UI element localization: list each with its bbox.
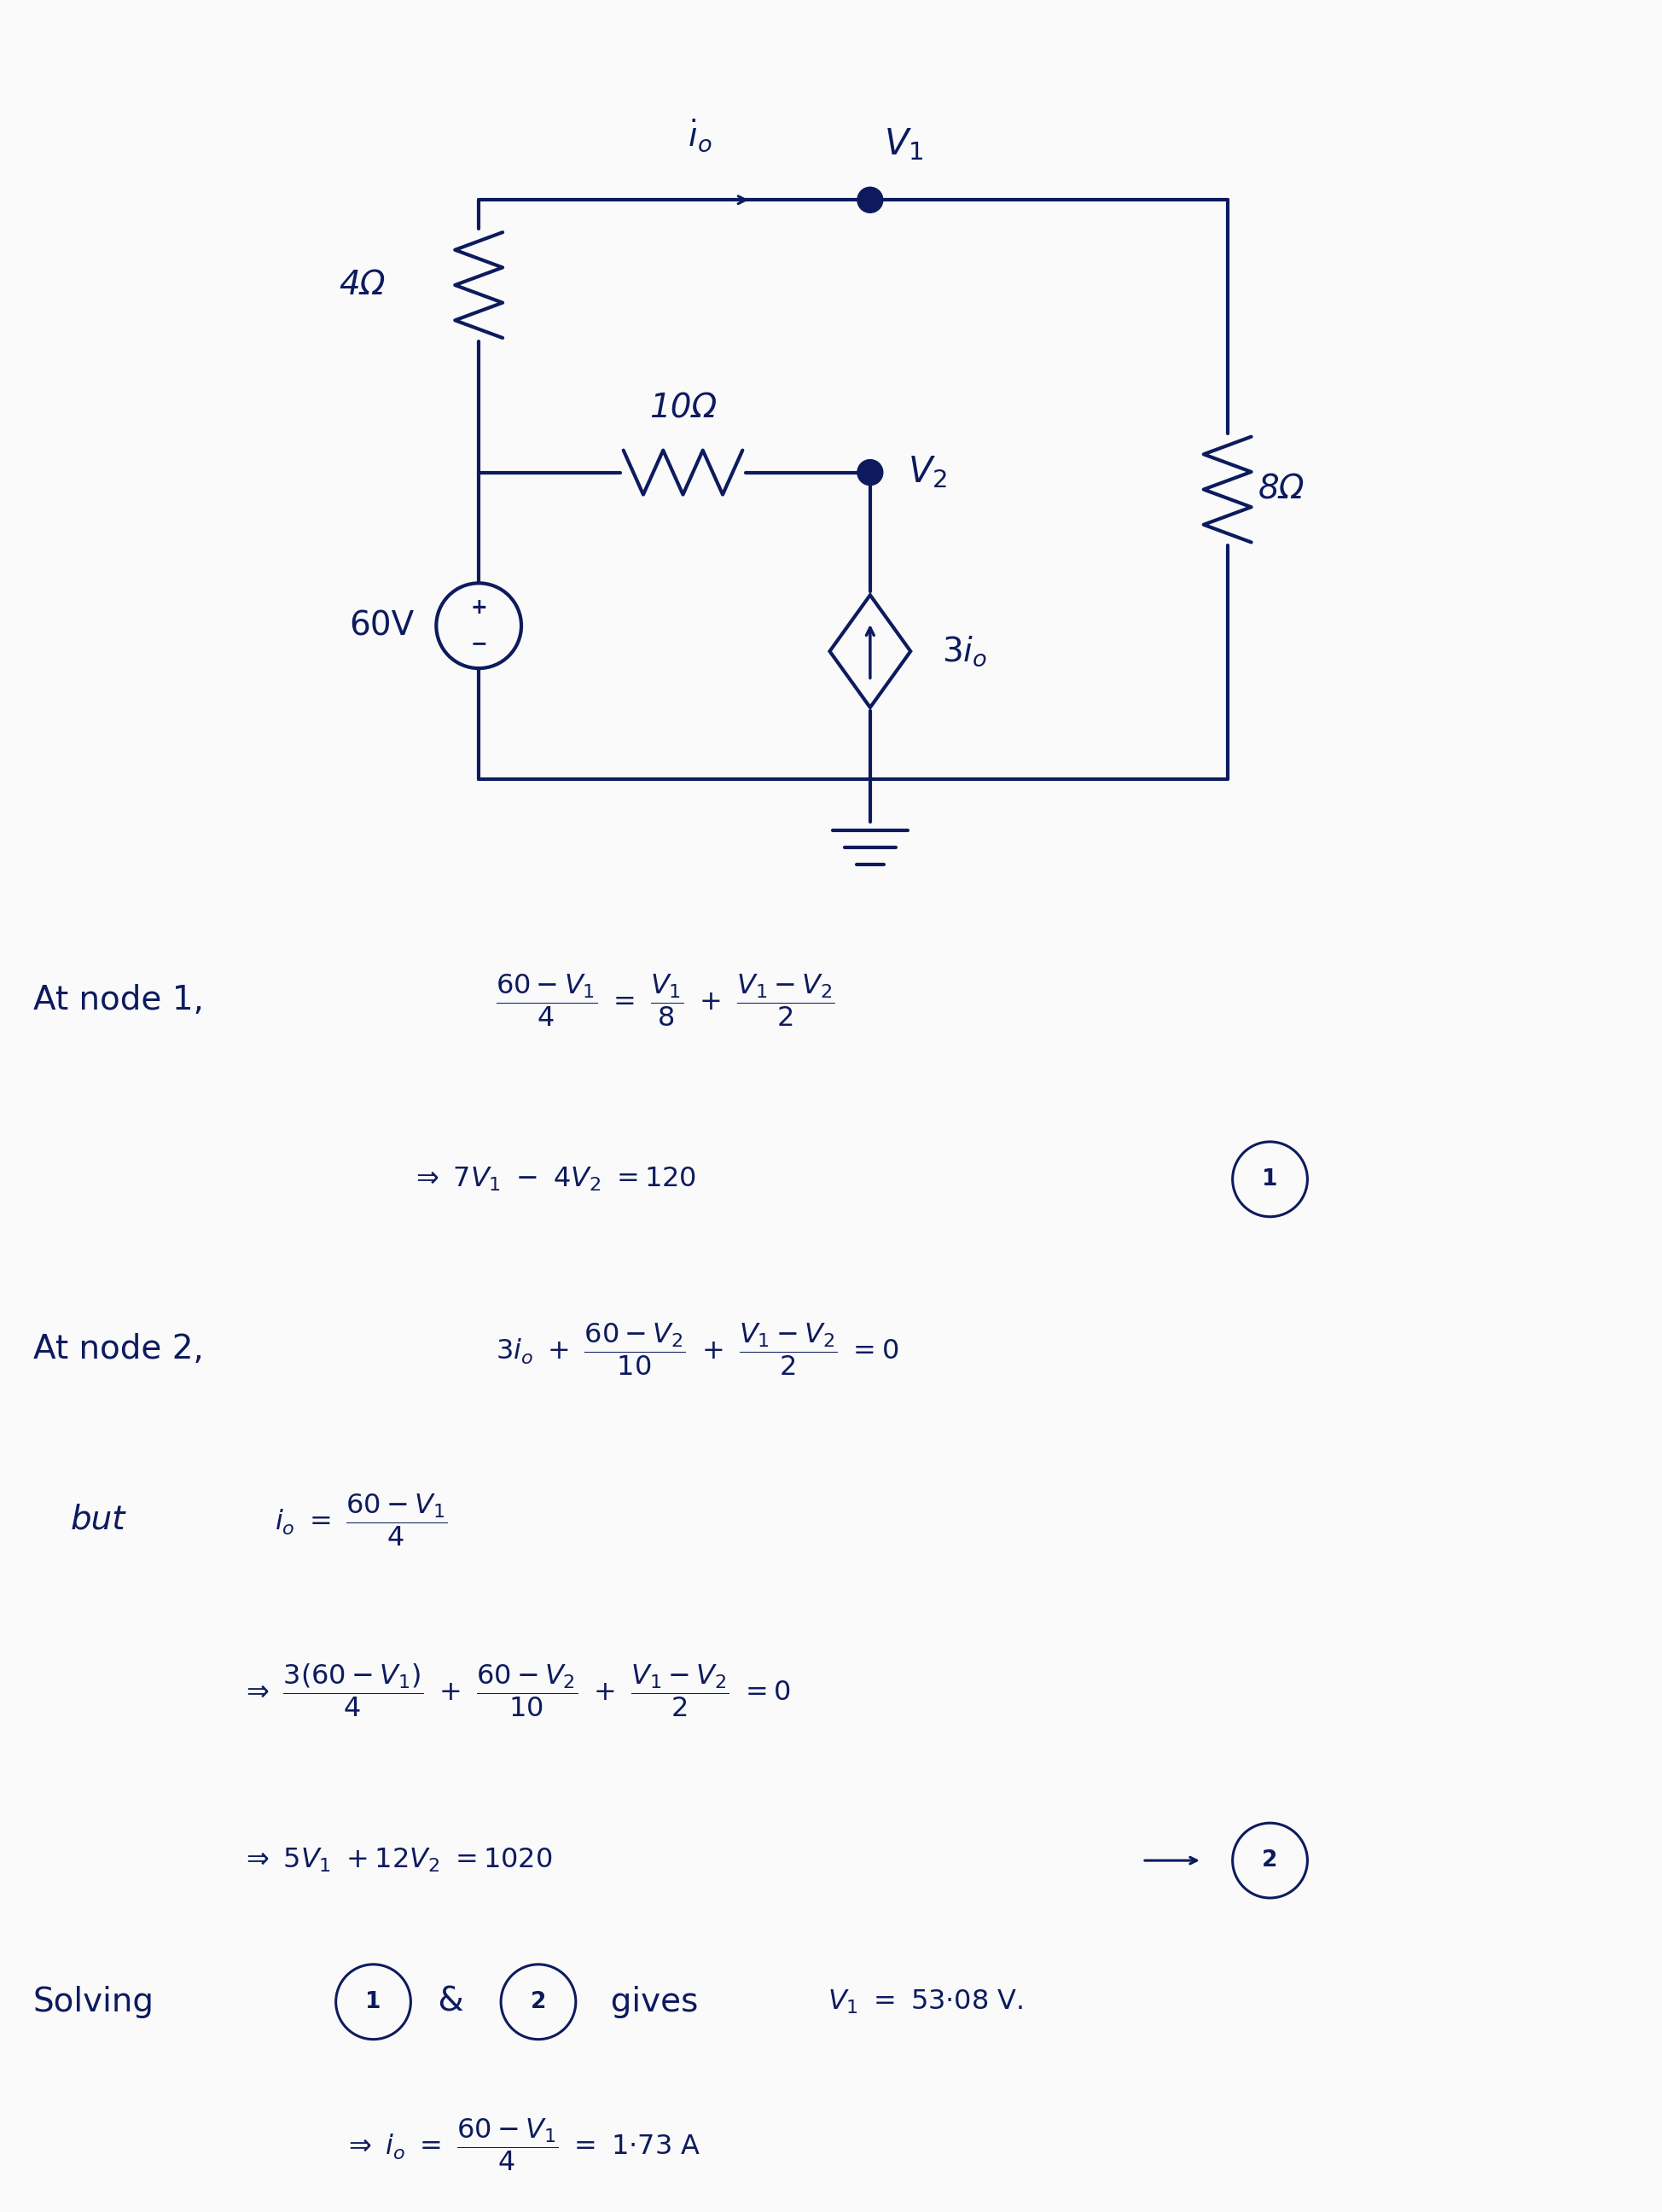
Text: but: but [70,1504,125,1535]
Text: 1: 1 [366,1991,381,2013]
Text: gives: gives [590,1986,730,2017]
Text: 60V: 60V [349,611,414,641]
Text: $\Rightarrow\ 7V_1\ -\ 4V_2\ = 120$: $\Rightarrow\ 7V_1\ -\ 4V_2\ = 120$ [411,1166,696,1192]
Text: $\Rightarrow\ \dfrac{3(60-V_1)}{4}\ +\ \dfrac{60-V_2}{10}\ +\ \dfrac{V_1-V_2}{2}: $\Rightarrow\ \dfrac{3(60-V_1)}{4}\ +\ \… [241,1661,791,1719]
Circle shape [858,188,883,212]
Text: $V_1\ =\ 53{\cdot}08$ V.: $V_1\ =\ 53{\cdot}08$ V. [828,1989,1024,2015]
Text: $\Rightarrow\ i_o\ =\ \dfrac{60-V_1}{4}\ =\ 1{\cdot}73$ A: $\Rightarrow\ i_o\ =\ \dfrac{60-V_1}{4}\… [342,2117,700,2172]
Text: −: − [470,633,487,655]
Text: 8Ω: 8Ω [1258,473,1305,507]
Text: $i_o\ =\ \dfrac{60-V_1}{4}$: $i_o\ =\ \dfrac{60-V_1}{4}$ [274,1491,447,1548]
Text: 10Ω: 10Ω [650,392,716,425]
Text: $\dfrac{60-V_1}{4}\ =\ \dfrac{V_1}{8}\ +\ \dfrac{V_1-V_2}{2}$: $\dfrac{60-V_1}{4}\ =\ \dfrac{V_1}{8}\ +… [495,973,834,1029]
Text: +: + [470,597,487,617]
Text: $\dot{\imath}_o$: $\dot{\imath}_o$ [688,117,713,155]
Text: $3i_o\ +\ \dfrac{60-V_2}{10}\ +\ \dfrac{V_1-V_2}{2}\ = 0$: $3i_o\ +\ \dfrac{60-V_2}{10}\ +\ \dfrac{… [495,1321,899,1378]
Text: 4Ω: 4Ω [339,270,386,301]
Circle shape [858,460,883,484]
Text: Solving: Solving [33,1986,155,2017]
Text: At node 1,: At node 1, [33,984,203,1018]
Text: At node 2,: At node 2, [33,1334,203,1365]
Text: 1: 1 [1261,1168,1278,1190]
Text: $V_1$: $V_1$ [884,126,924,161]
Text: $3i_o$: $3i_o$ [942,635,987,668]
Text: 2: 2 [530,1991,547,2013]
Text: 2: 2 [1261,1849,1278,1871]
Text: &: & [427,1986,475,2017]
Text: $\Rightarrow\ 5V_1\ +12V_2\ = 1020$: $\Rightarrow\ 5V_1\ +12V_2\ = 1020$ [241,1847,552,1874]
Text: $V_2$: $V_2$ [907,453,947,491]
